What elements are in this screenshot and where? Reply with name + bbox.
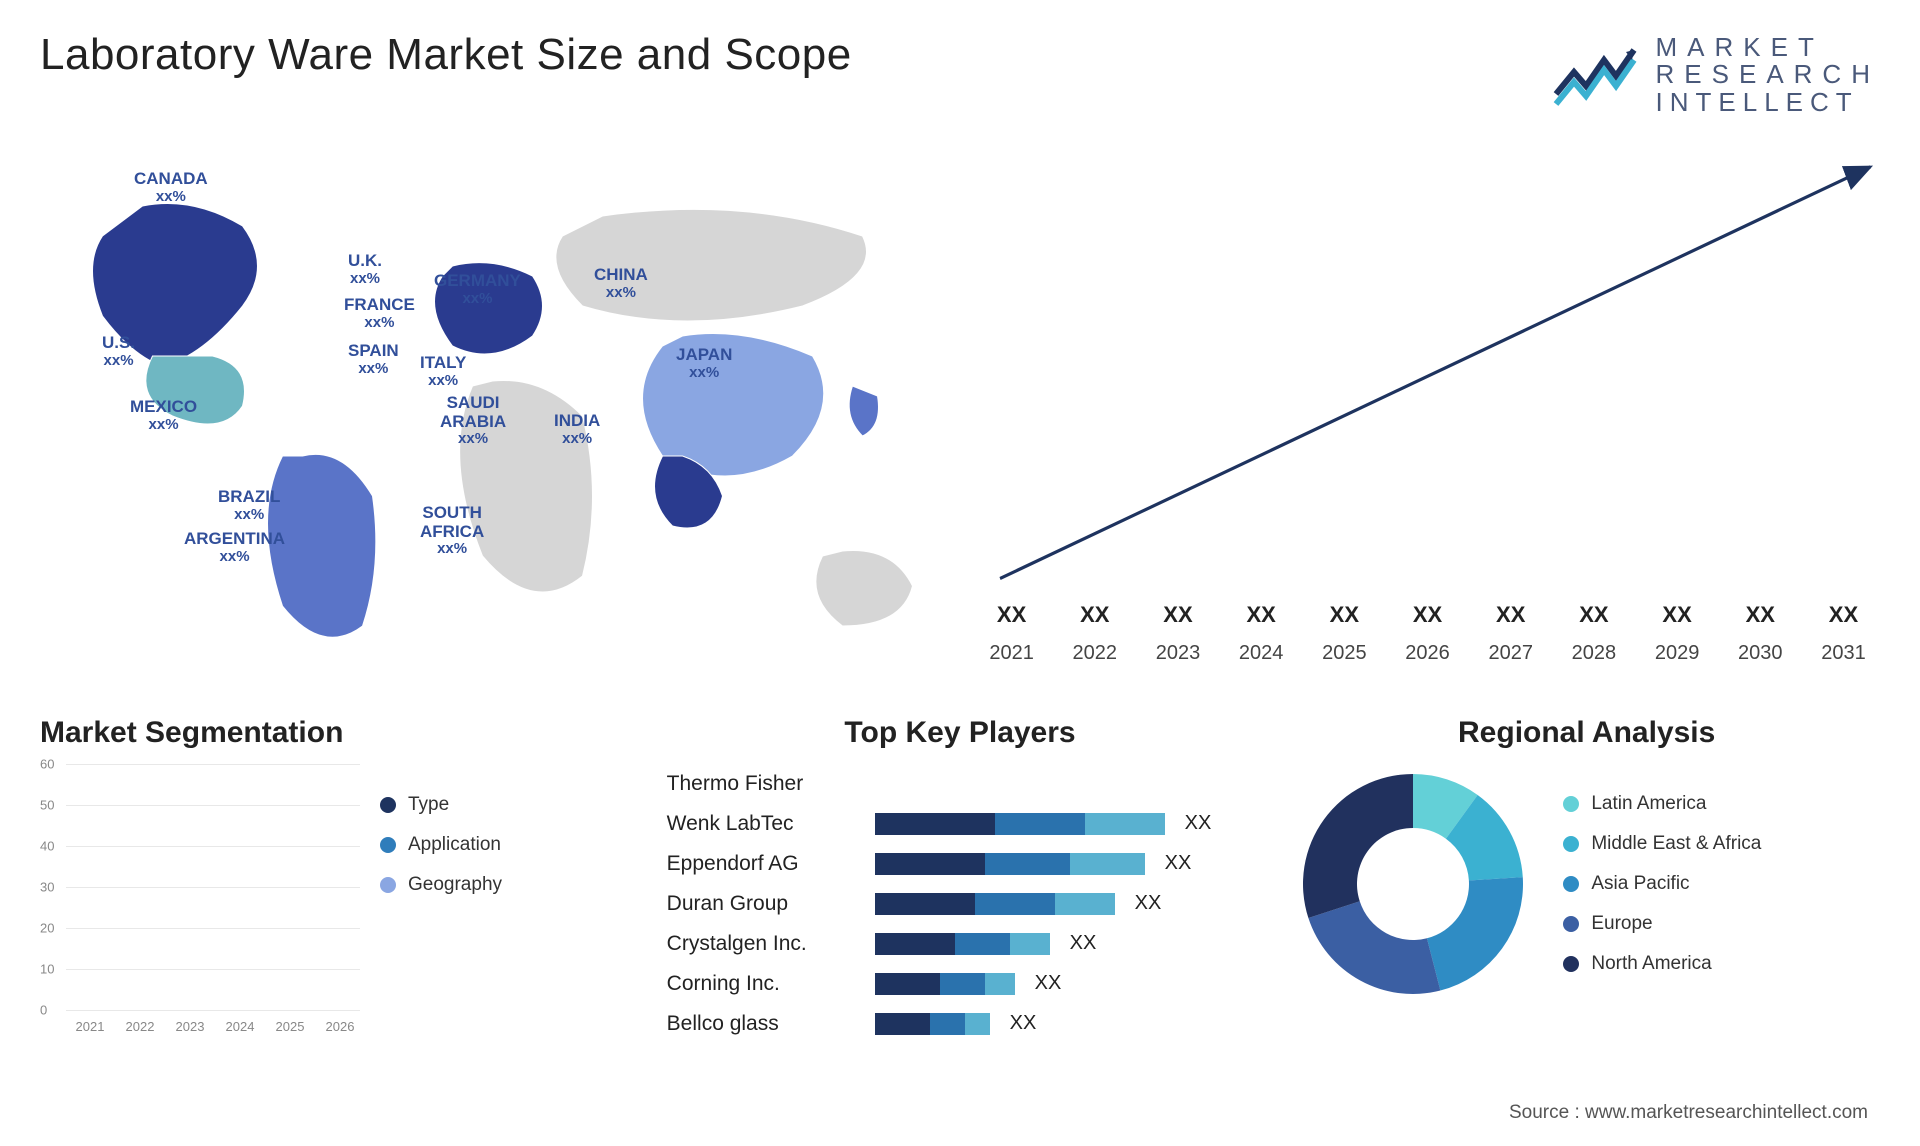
brand-logo: MARKET RESEARCH INTELLECT — [1552, 30, 1880, 116]
segmentation-chart: 0102030405060202120222023202420252026 — [40, 764, 360, 1034]
legend-item: Europe — [1563, 913, 1761, 935]
map-label: GERMANYxx% — [434, 272, 521, 307]
key-player-row: Thermo Fisher — [667, 764, 1254, 804]
map-label: CANADAxx% — [134, 170, 208, 205]
segmentation-title: Market Segmentation — [40, 716, 627, 750]
growth-year-label: 2021 — [975, 636, 1048, 676]
regional-title: Regional Analysis — [1293, 716, 1880, 750]
key-player-row: Wenk LabTecXX — [667, 804, 1254, 844]
map-label: U.S.xx% — [102, 334, 135, 369]
map-label: ARGENTINAxx% — [184, 530, 285, 565]
map-label: JAPANxx% — [676, 346, 732, 381]
donut-slice — [1427, 877, 1523, 990]
growth-year-label: 2028 — [1557, 636, 1630, 676]
growth-year-label: 2022 — [1058, 636, 1131, 676]
growth-chart-panel: XXXXXXXXXXXXXXXXXXXXXX 20212022202320242… — [975, 156, 1880, 676]
map-label: FRANCExx% — [344, 296, 415, 331]
legend-item: Latin America — [1563, 793, 1761, 815]
map-label: SAUDIARABIAxx% — [440, 394, 506, 448]
logo-line3: INTELLECT — [1656, 89, 1880, 116]
legend-item: North America — [1563, 953, 1761, 975]
legend-item: Asia Pacific — [1563, 873, 1761, 895]
map-label: U.K.xx% — [348, 252, 382, 287]
donut-slice — [1303, 774, 1413, 918]
key-player-row: Crystalgen Inc.XX — [667, 924, 1254, 964]
key-players-panel: Top Key Players Thermo FisherWenk LabTec… — [667, 716, 1254, 1044]
growth-year-label: 2024 — [1225, 636, 1298, 676]
legend-item: Type — [380, 794, 502, 816]
growth-year-label: 2027 — [1474, 636, 1547, 676]
logo-line2: RESEARCH — [1656, 61, 1880, 88]
map-label: ITALYxx% — [420, 354, 466, 389]
growth-year-label: 2029 — [1641, 636, 1714, 676]
key-players-title: Top Key Players — [667, 716, 1254, 750]
regional-panel: Regional Analysis Latin America Middle Ea… — [1293, 716, 1880, 1044]
growth-year-label: 2031 — [1807, 636, 1880, 676]
key-player-row: Duran GroupXX — [667, 884, 1254, 924]
regional-legend: Latin America Middle East & Africa Asia Pa… — [1563, 793, 1761, 975]
key-player-row: Corning Inc.XX — [667, 964, 1254, 1004]
legend-item: Application — [380, 834, 502, 856]
map-label: SOUTHAFRICAxx% — [420, 504, 484, 558]
map-label: BRAZILxx% — [218, 488, 280, 523]
map-label: INDIAxx% — [554, 412, 600, 447]
page-title: Laboratory Ware Market Size and Scope — [40, 30, 852, 80]
map-label: MEXICOxx% — [130, 398, 197, 433]
segmentation-legend: Type Application Geography — [380, 764, 502, 1034]
growth-year-label: 2026 — [1391, 636, 1464, 676]
segmentation-panel: Market Segmentation 01020304050602021202… — [40, 716, 627, 1044]
key-players-chart: Thermo FisherWenk LabTecXXEppendorf AGXX… — [667, 764, 1254, 1044]
regional-donut-chart — [1293, 764, 1533, 1004]
key-player-row: Eppendorf AGXX — [667, 844, 1254, 884]
map-label: SPAINxx% — [348, 342, 399, 377]
legend-item: Middle East & Africa — [1563, 833, 1761, 855]
growth-year-label: 2023 — [1141, 636, 1214, 676]
key-player-row: Bellco glassXX — [667, 1004, 1254, 1044]
source-attribution: Source : www.marketresearchintellect.com — [1509, 1102, 1868, 1124]
logo-icon — [1552, 42, 1638, 108]
legend-item: Geography — [380, 874, 502, 896]
donut-slice — [1309, 901, 1441, 994]
logo-line1: MARKET — [1656, 34, 1880, 61]
world-map-panel: CANADAxx% U.S.xx% MEXICOxx% BRAZILxx% ARGENT… — [40, 156, 945, 676]
map-label: CHINAxx% — [594, 266, 648, 301]
growth-year-label: 2030 — [1724, 636, 1797, 676]
growth-year-label: 2025 — [1308, 636, 1381, 676]
